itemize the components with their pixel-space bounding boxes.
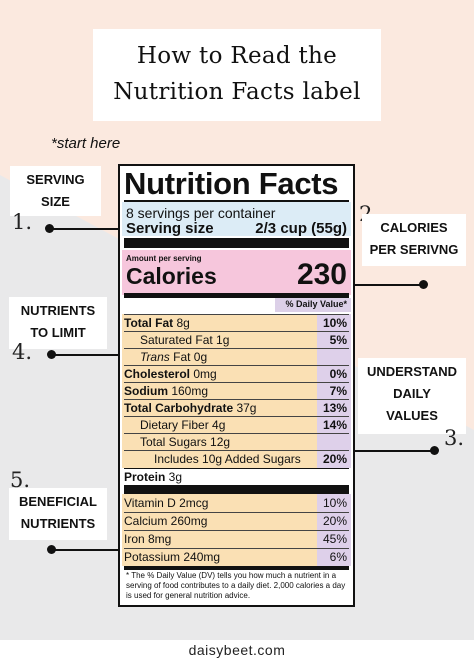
connector-line [354, 450, 434, 452]
nutrient-row: Total Carbohydrate 37g 13% [124, 399, 349, 415]
serving-size-label: Serving size [126, 220, 214, 237]
callout-nutrients-to-limit: NUTRIENTS TO LIMIT [9, 297, 107, 349]
nutrient-row: Saturated Fat 1g 5% [124, 331, 349, 348]
callout-beneficial-nutrients: BENEFICIAL NUTRIENTS [9, 488, 107, 540]
calories-highlight [122, 250, 351, 295]
callout-text: DAILY [393, 386, 431, 401]
step-number-1: 1. [12, 210, 33, 234]
site-credit: daisybeet.com [188, 642, 286, 658]
callout-text: CALORIES [380, 220, 448, 235]
callout-text: TO LIMIT [30, 325, 86, 340]
nutrient-row: Includes 10g Added Sugars 20% [124, 450, 349, 467]
step-number-3: 3. [444, 426, 465, 450]
nutrient-row: Dietary Fiber 4g 14% [124, 416, 349, 433]
serving-highlight [122, 202, 351, 236]
nutrient-row: Sodium 160mg 7% [124, 382, 349, 398]
vitamin-row: Calcium 260mg 20% [124, 512, 349, 528]
footnote: * The % Daily Value (DV) tells you how m… [126, 571, 346, 600]
connector-dot [430, 446, 439, 455]
medium-divider [124, 566, 349, 570]
connector-line [50, 228, 120, 230]
callout-text: PER SERIVNG [369, 242, 459, 257]
nutrient-row: Cholesterol 0mg 0% [124, 365, 349, 381]
vitamin-row: Iron 8mg 45% [124, 530, 349, 546]
thick-divider [124, 238, 349, 248]
callout-text: BENEFICIAL [19, 494, 97, 509]
connector-line [52, 549, 120, 551]
calories-value: 230 [296, 258, 347, 291]
nutrient-row: Protein 3g [124, 468, 349, 485]
step-number-4: 4. [12, 340, 33, 364]
callout-calories: CALORIES PER SERIVNG [362, 214, 466, 266]
connector-line [354, 284, 424, 286]
callout-serving-size: SERVING SIZE [10, 166, 101, 216]
vitamin-row: Potassium 240mg 6% [124, 548, 349, 564]
vitamin-row: Vitamin D 2mcg 10% [124, 496, 347, 510]
callout-text: SERVING [26, 172, 85, 187]
calories-label: Calories [126, 263, 217, 289]
step-number-5: 5. [10, 468, 31, 492]
connector-dot [45, 224, 54, 233]
connector-line [52, 354, 120, 356]
daily-value-header: % Daily Value* [285, 299, 347, 309]
title-line-2: Nutrition Facts label [113, 79, 361, 105]
callout-daily-values: UNDERSTAND DAILY VALUES [358, 358, 466, 434]
page-title: How to Read the Nutrition Facts label [93, 29, 381, 121]
label-title: Nutrition Facts [124, 166, 339, 201]
nutrition-facts-label: Nutrition Facts 8 servings per container… [118, 164, 355, 607]
serving-size-value: 2/3 cup (55g) [255, 220, 347, 237]
servings-per-container: 8 servings per container [126, 205, 276, 221]
callout-text: VALUES [386, 408, 438, 423]
daily-value-header-highlight [275, 298, 351, 312]
serving-size-row: Serving size 2/3 cup (55g) [126, 220, 347, 237]
daily-value-column-highlight [317, 314, 351, 468]
nutrient-row: Trans Fat 0g [124, 348, 349, 365]
nutrient-row: Total Fat 8g 10% [124, 314, 349, 330]
connector-dot [419, 280, 428, 289]
amount-per-serving: Amount per serving [126, 254, 202, 263]
callout-text: SIZE [41, 194, 70, 209]
start-here-note: *start here [51, 135, 121, 152]
divider [124, 200, 349, 202]
callout-text: UNDERSTAND [366, 364, 458, 379]
medium-divider [124, 293, 349, 298]
callout-text: NUTRIENTS [20, 516, 96, 531]
thick-divider [124, 485, 349, 494]
nutrients-to-limit-highlight [122, 314, 317, 468]
nutrient-row: Total Sugars 12g [124, 433, 349, 450]
callout-text: NUTRIENTS [20, 303, 96, 318]
title-line-1: How to Read the [136, 43, 338, 69]
connector-dot [47, 350, 56, 359]
connector-dot [47, 545, 56, 554]
